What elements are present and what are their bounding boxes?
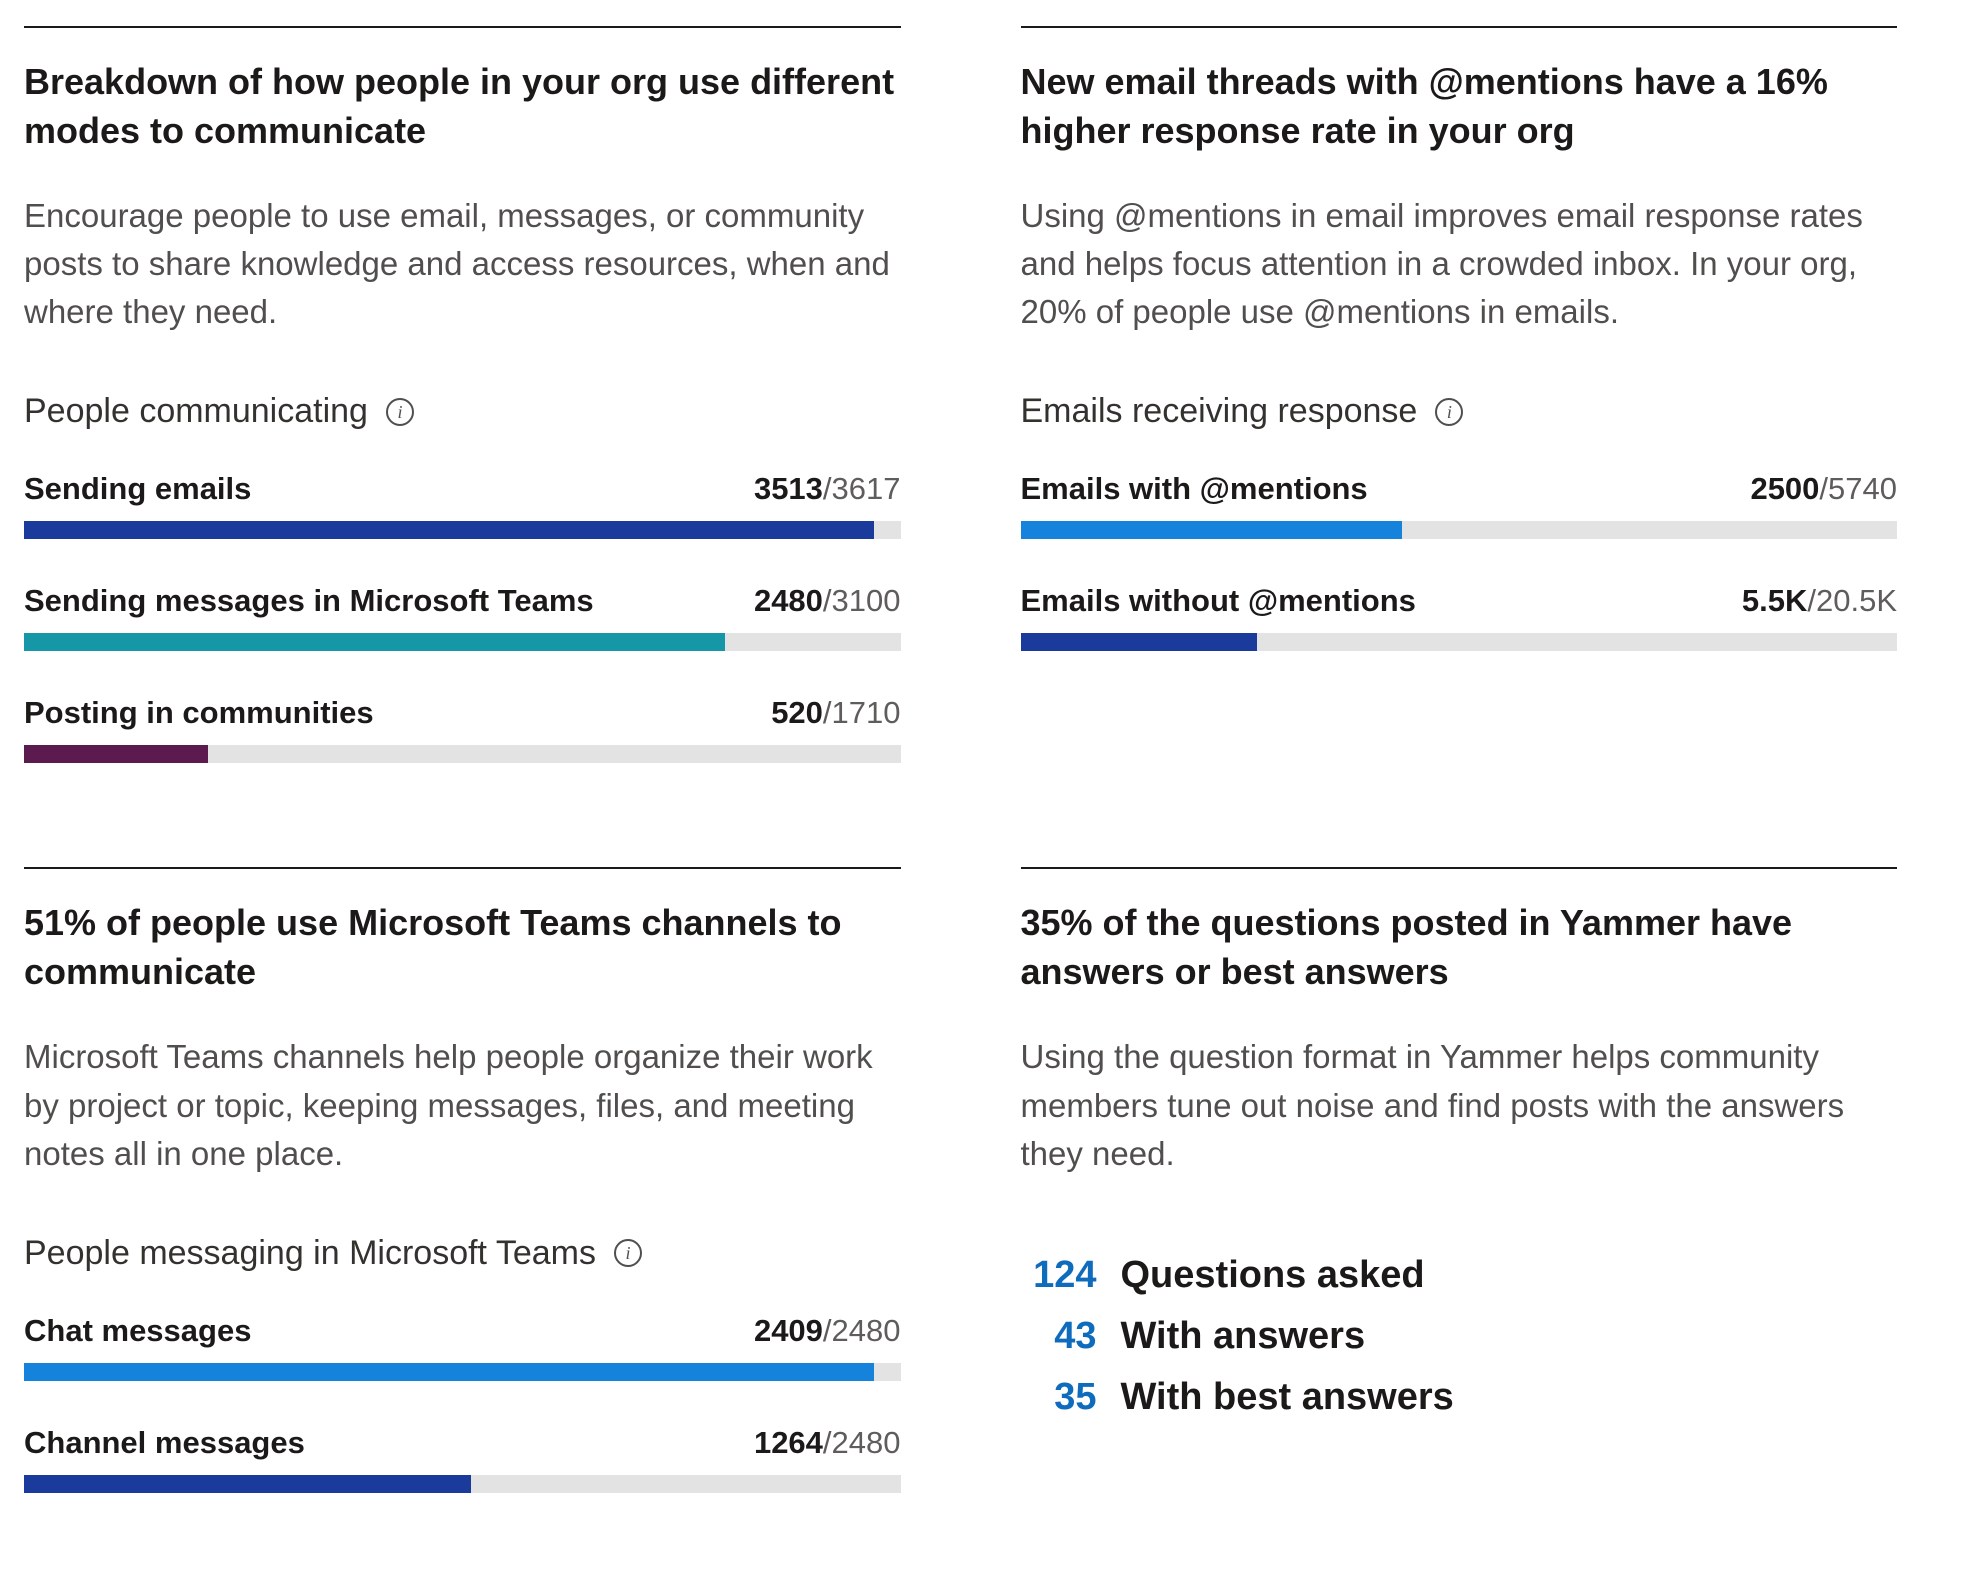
bar-value-numerator: 520 — [771, 695, 823, 731]
bar-head: Sending messages in Microsoft Teams 2480… — [24, 583, 901, 619]
bar-value-numerator: 2500 — [1750, 471, 1820, 507]
bar-label: Chat messages — [24, 1312, 252, 1348]
card-description: Microsoft Teams channels help people org… — [24, 1038, 873, 1172]
stat-value: 35 — [1054, 1375, 1097, 1418]
card-description: Using @mentions in email improves email … — [1020, 196, 1863, 331]
bar-head: Emails with @mentions 2500/5740 — [1021, 471, 1898, 507]
bar-label: Channel messages — [24, 1424, 305, 1460]
bar-value-denominator: /1710 — [822, 695, 901, 731]
card-top-rule — [24, 26, 901, 28]
bar-value-denominator: /3617 — [822, 471, 901, 507]
bar-value-numerator: 2480 — [753, 583, 823, 619]
bar-track — [24, 1362, 901, 1381]
bar-row: Sending messages in Microsoft Teams 2480… — [24, 583, 901, 652]
bar-fill — [24, 1362, 875, 1381]
bar-fill — [1020, 521, 1402, 540]
bar-label: Posting in communities — [24, 695, 374, 731]
bar-row: Chat messages 2409/2480 — [24, 1313, 901, 1381]
bar-row: Emails without @mentions 5.5K/20.5K — [1020, 583, 1898, 652]
info-icon[interactable]: i — [1435, 397, 1464, 426]
info-icon[interactable]: i — [385, 397, 414, 426]
bar-track — [24, 1474, 901, 1493]
bar-label: Sending messages in Microsoft Teams — [24, 583, 594, 619]
section-heading-label: People messaging in Microsoft Teams — [24, 1233, 596, 1272]
bar-head: Sending emails 3513/3617 — [24, 471, 901, 507]
bar-fill — [24, 745, 209, 764]
bar-label: Emails without @mentions — [1020, 583, 1416, 619]
stat-value: 43 — [1054, 1314, 1097, 1357]
bar-head: Chat messages 2409/2480 — [24, 1313, 901, 1349]
bar-track — [24, 745, 901, 764]
bar-track — [24, 521, 901, 540]
bar-track — [1020, 521, 1897, 540]
bar-fill — [24, 1474, 471, 1493]
section-heading: People messaging in Microsoft Teams i — [24, 1234, 901, 1273]
card-title: 51% of people use Microsoft Teams channe… — [24, 902, 842, 993]
bar-value-denominator: /2480 — [822, 1424, 901, 1460]
card-title: New email threads with @mentions have a … — [1020, 61, 1828, 151]
stat-label: With answers — [1120, 1314, 1366, 1357]
bar-value: 1264/2480 — [754, 1425, 901, 1461]
card-title: 35% of the questions posted in Yammer ha… — [1020, 902, 1793, 993]
card-email-mentions: New email threads with @mentions have a … — [1020, 26, 1898, 763]
card-yammer-questions: 35% of the questions posted in Yammer ha… — [1020, 867, 1898, 1492]
bar-fill — [24, 633, 726, 652]
bar-head: Emails without @mentions 5.5K/20.5K — [1021, 583, 1898, 619]
bar-value: 2480/3100 — [754, 583, 901, 619]
bar-value-numerator: 2409 — [753, 1312, 823, 1348]
bar-value: 2500/5740 — [1750, 471, 1897, 507]
bar-value-numerator: 5.5K — [1741, 583, 1808, 619]
bar-value-denominator: /3100 — [822, 583, 901, 619]
bar-value-denominator: /5740 — [1819, 471, 1897, 507]
bar-head: Channel messages 1264/2480 — [24, 1425, 901, 1461]
bar-value-denominator: /20.5K — [1807, 583, 1897, 619]
stat-label: Questions asked — [1120, 1253, 1425, 1296]
stats-list: 124 Questions asked 43 With answers 35 W… — [1021, 1254, 1898, 1419]
stat-value: 124 — [1033, 1253, 1097, 1296]
section-heading: People communicating i — [24, 392, 901, 431]
bar-row: Emails with @mentions 2500/5740 — [1020, 471, 1898, 540]
card-top-rule — [24, 867, 901, 870]
bar-value-denominator: /2480 — [822, 1312, 901, 1348]
card-title: Breakdown of how people in your org use … — [24, 61, 895, 151]
adoption-insights-grid: Breakdown of how people in your org use … — [24, 26, 1898, 1493]
bar-value: 520/1710 — [771, 695, 900, 731]
bar-row: Sending emails 3513/3617 — [24, 471, 901, 540]
bar-value: 3513/3617 — [754, 471, 901, 507]
section-heading: Emails receiving response i — [1021, 392, 1898, 431]
info-icon[interactable]: i — [613, 1239, 642, 1268]
card-teams-channels: 51% of people use Microsoft Teams channe… — [24, 867, 901, 1493]
card-description: Using the question format in Yammer help… — [1020, 1038, 1845, 1172]
bar-head: Posting in communities 520/1710 — [24, 695, 901, 731]
bar-track — [24, 633, 901, 652]
bar-value: 2409/2480 — [754, 1313, 901, 1349]
stat-row: 124 Questions asked — [1021, 1254, 1898, 1297]
card-description: Encourage people to use email, messages,… — [24, 196, 890, 331]
bar-label: Emails with @mentions — [1020, 471, 1368, 507]
section-heading-label: Emails receiving response — [1020, 392, 1418, 431]
stat-row: 43 With answers — [1021, 1315, 1898, 1358]
bar-fill — [1020, 633, 1258, 652]
bar-label: Sending emails — [24, 471, 252, 507]
bar-value: 5.5K/20.5K — [1742, 583, 1897, 619]
card-top-rule — [1020, 26, 1897, 28]
bar-value-numerator: 1264 — [753, 1424, 823, 1460]
bar-value-numerator: 3513 — [753, 471, 823, 507]
stat-row: 35 With best answers — [1021, 1376, 1898, 1419]
stat-label: With best answers — [1120, 1375, 1454, 1418]
card-top-rule — [1020, 867, 1897, 870]
bar-track — [1020, 633, 1897, 652]
card-communication-modes: Breakdown of how people in your org use … — [24, 26, 901, 764]
bar-row: Channel messages 1264/2480 — [24, 1425, 901, 1493]
bar-fill — [24, 521, 875, 540]
section-heading-label: People communicating — [24, 392, 368, 431]
bar-row: Posting in communities 520/1710 — [24, 695, 901, 764]
